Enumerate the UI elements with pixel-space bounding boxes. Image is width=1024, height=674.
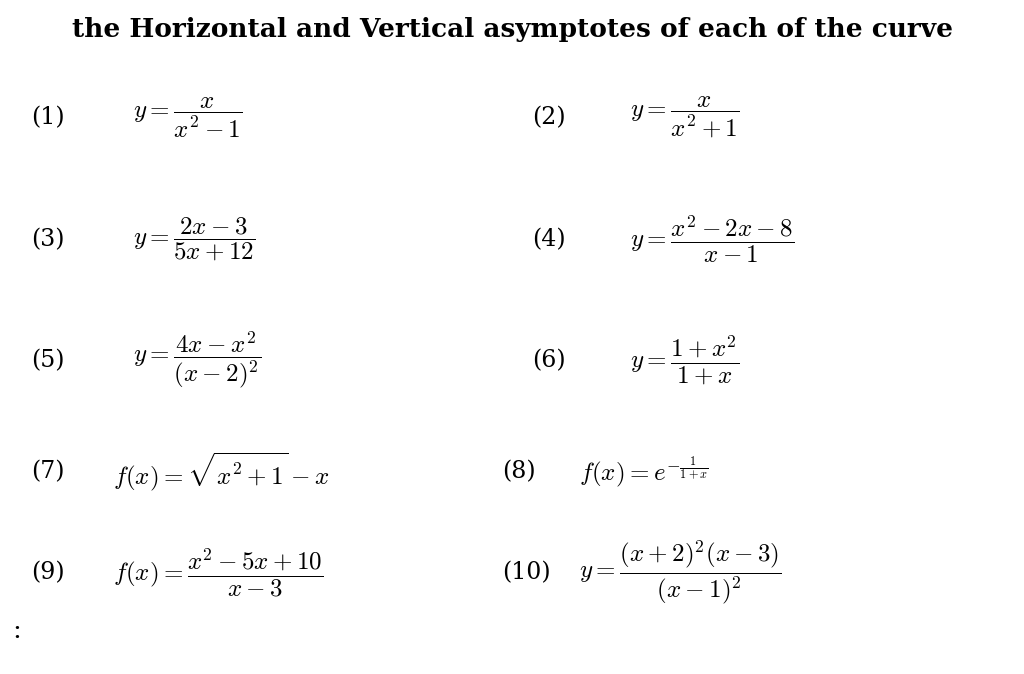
Text: $f(x) = \dfrac{x^2-5x+10}{x-3}$: $f(x) = \dfrac{x^2-5x+10}{x-3}$ — [113, 547, 324, 599]
Text: (2): (2) — [532, 106, 566, 129]
Text: $y = \dfrac{1+x^2}{1+x}$: $y = \dfrac{1+x^2}{1+x}$ — [630, 334, 739, 387]
Text: $y = \dfrac{x}{x^2+1}$: $y = \dfrac{x}{x^2+1}$ — [630, 96, 739, 140]
Text: (10): (10) — [502, 561, 550, 584]
Text: $y = \dfrac{4x-x^2}{(x-2)^2}$: $y = \dfrac{4x-x^2}{(x-2)^2}$ — [133, 330, 261, 391]
Text: $y = \dfrac{2x-3}{5x+12}$: $y = \dfrac{2x-3}{5x+12}$ — [133, 216, 256, 263]
Text: $f(x) = \sqrt{x^2+1} - x$: $f(x) = \sqrt{x^2+1} - x$ — [113, 450, 330, 493]
Text: :: : — [12, 617, 22, 643]
Text: (7): (7) — [31, 460, 65, 483]
Text: (4): (4) — [532, 228, 566, 251]
Text: (9): (9) — [31, 561, 65, 584]
Text: (3): (3) — [31, 228, 65, 251]
Text: (6): (6) — [532, 349, 566, 372]
Text: (1): (1) — [31, 106, 65, 129]
Text: the Horizontal and Vertical asymptotes of each of the curve: the Horizontal and Vertical asymptotes o… — [72, 17, 952, 42]
Text: $y = \dfrac{x^2-2x-8}{x-1}$: $y = \dfrac{x^2-2x-8}{x-1}$ — [630, 214, 794, 265]
Text: $y = \dfrac{x}{x^2-1}$: $y = \dfrac{x}{x^2-1}$ — [133, 96, 243, 140]
Text: $f(x) = e^{-\frac{1}{1+x}}$: $f(x) = e^{-\frac{1}{1+x}}$ — [579, 454, 709, 489]
Text: $y = \dfrac{(x+2)^2(x-3)}{(x-1)^2}$: $y = \dfrac{(x+2)^2(x-3)}{(x-1)^2}$ — [579, 539, 781, 607]
Text: (8): (8) — [502, 460, 536, 483]
Text: (5): (5) — [31, 349, 65, 372]
